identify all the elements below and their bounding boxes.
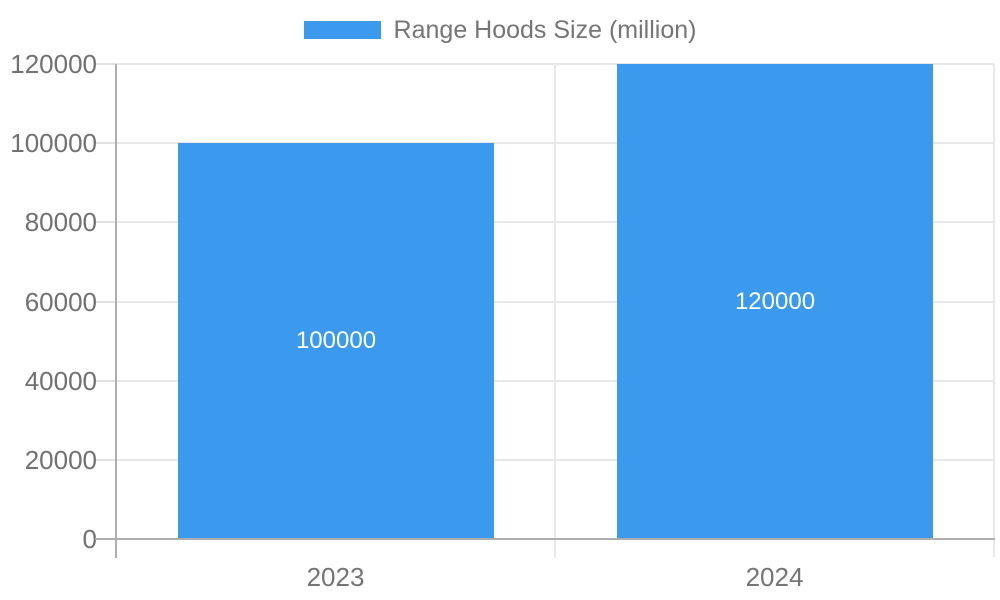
y-axis-tick-label: 120000 [10, 49, 97, 79]
y-axis-tick-label: 40000 [24, 366, 97, 396]
y-axis-tick-label: 80000 [24, 207, 97, 237]
y-axis-line [115, 64, 117, 558]
x-axis-baseline [95, 538, 995, 540]
bar-value-label: 100000 [295, 327, 377, 354]
bar [617, 64, 933, 539]
y-axis-tick-label: 20000 [24, 445, 97, 475]
x-axis-tick-label: 2024 [745, 562, 804, 592]
y-axis-tick-label: 0 [82, 524, 97, 554]
y-axis-tick [95, 459, 116, 461]
legend-label: Range Hoods Size (million) [393, 15, 697, 44]
bar [178, 143, 494, 539]
legend-swatch [303, 21, 381, 39]
x-axis-tick-label: 2023 [306, 562, 365, 592]
y-axis-tick [95, 221, 116, 223]
y-axis-tick [95, 63, 116, 65]
y-axis-tick-label: 100000 [10, 128, 97, 158]
y-axis-tick [95, 142, 116, 144]
category-separator-line [554, 64, 556, 558]
chart-legend: Range Hoods Size (million) [0, 15, 1000, 45]
plot-right-boundary-line [993, 64, 995, 557]
bar-value-label: 120000 [734, 288, 816, 315]
y-axis-tick [95, 380, 116, 382]
y-axis-tick-label: 60000 [24, 287, 97, 317]
y-axis-tick [95, 301, 116, 303]
